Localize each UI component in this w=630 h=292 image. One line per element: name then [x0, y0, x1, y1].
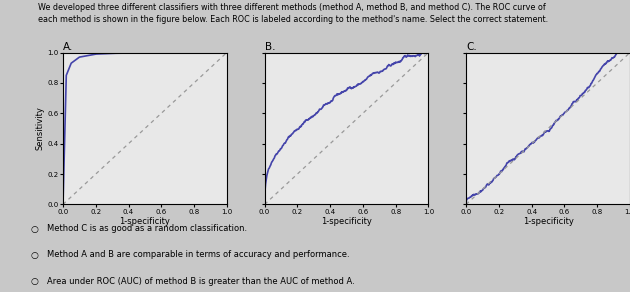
- Text: Area under ROC (AUC) of method B is greater than the AUC of method A.: Area under ROC (AUC) of method B is grea…: [47, 277, 355, 286]
- Text: C.: C.: [466, 42, 477, 52]
- Text: We developed three different classifiers with three different methods (method A,: We developed three different classifiers…: [38, 3, 548, 24]
- Text: ○: ○: [31, 251, 38, 260]
- X-axis label: 1-specificity: 1-specificity: [120, 217, 170, 226]
- Text: B.: B.: [265, 42, 275, 52]
- Text: A.: A.: [63, 42, 73, 52]
- Text: Method A and B are comparable in terms of accuracy and performance.: Method A and B are comparable in terms o…: [47, 250, 350, 259]
- X-axis label: 1-specificity: 1-specificity: [321, 217, 372, 226]
- Text: ○: ○: [31, 277, 38, 286]
- X-axis label: 1-specificity: 1-specificity: [523, 217, 573, 226]
- Text: Method C is as good as a random classification.: Method C is as good as a random classifi…: [47, 224, 248, 233]
- Y-axis label: Sensitivity: Sensitivity: [36, 107, 45, 150]
- Text: ○: ○: [31, 225, 38, 234]
